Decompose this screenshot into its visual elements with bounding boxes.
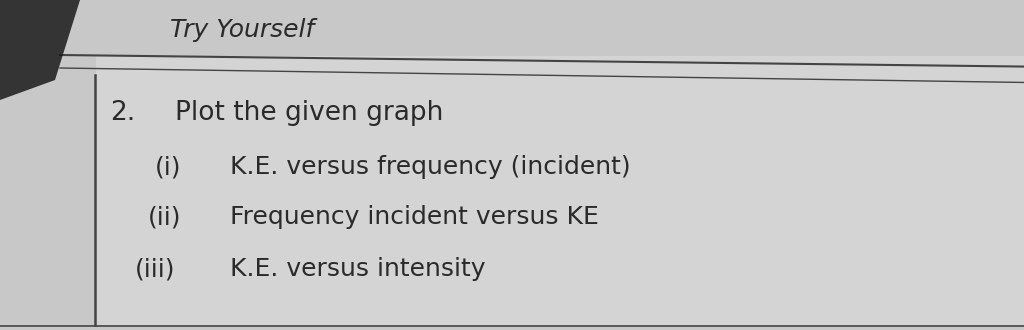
Text: Try Yourself: Try Yourself [170, 18, 314, 42]
Polygon shape [0, 0, 80, 100]
Text: (i): (i) [155, 155, 181, 179]
Text: 2.: 2. [110, 100, 135, 126]
Text: Frequency incident versus KE: Frequency incident versus KE [230, 205, 599, 229]
Text: (iii): (iii) [135, 257, 175, 281]
Text: K.E. versus frequency (incident): K.E. versus frequency (incident) [230, 155, 631, 179]
Bar [96, 56, 1024, 326]
Text: Plot the given graph: Plot the given graph [175, 100, 443, 126]
Text: (ii): (ii) [148, 205, 181, 229]
Text: K.E. versus intensity: K.E. versus intensity [230, 257, 485, 281]
